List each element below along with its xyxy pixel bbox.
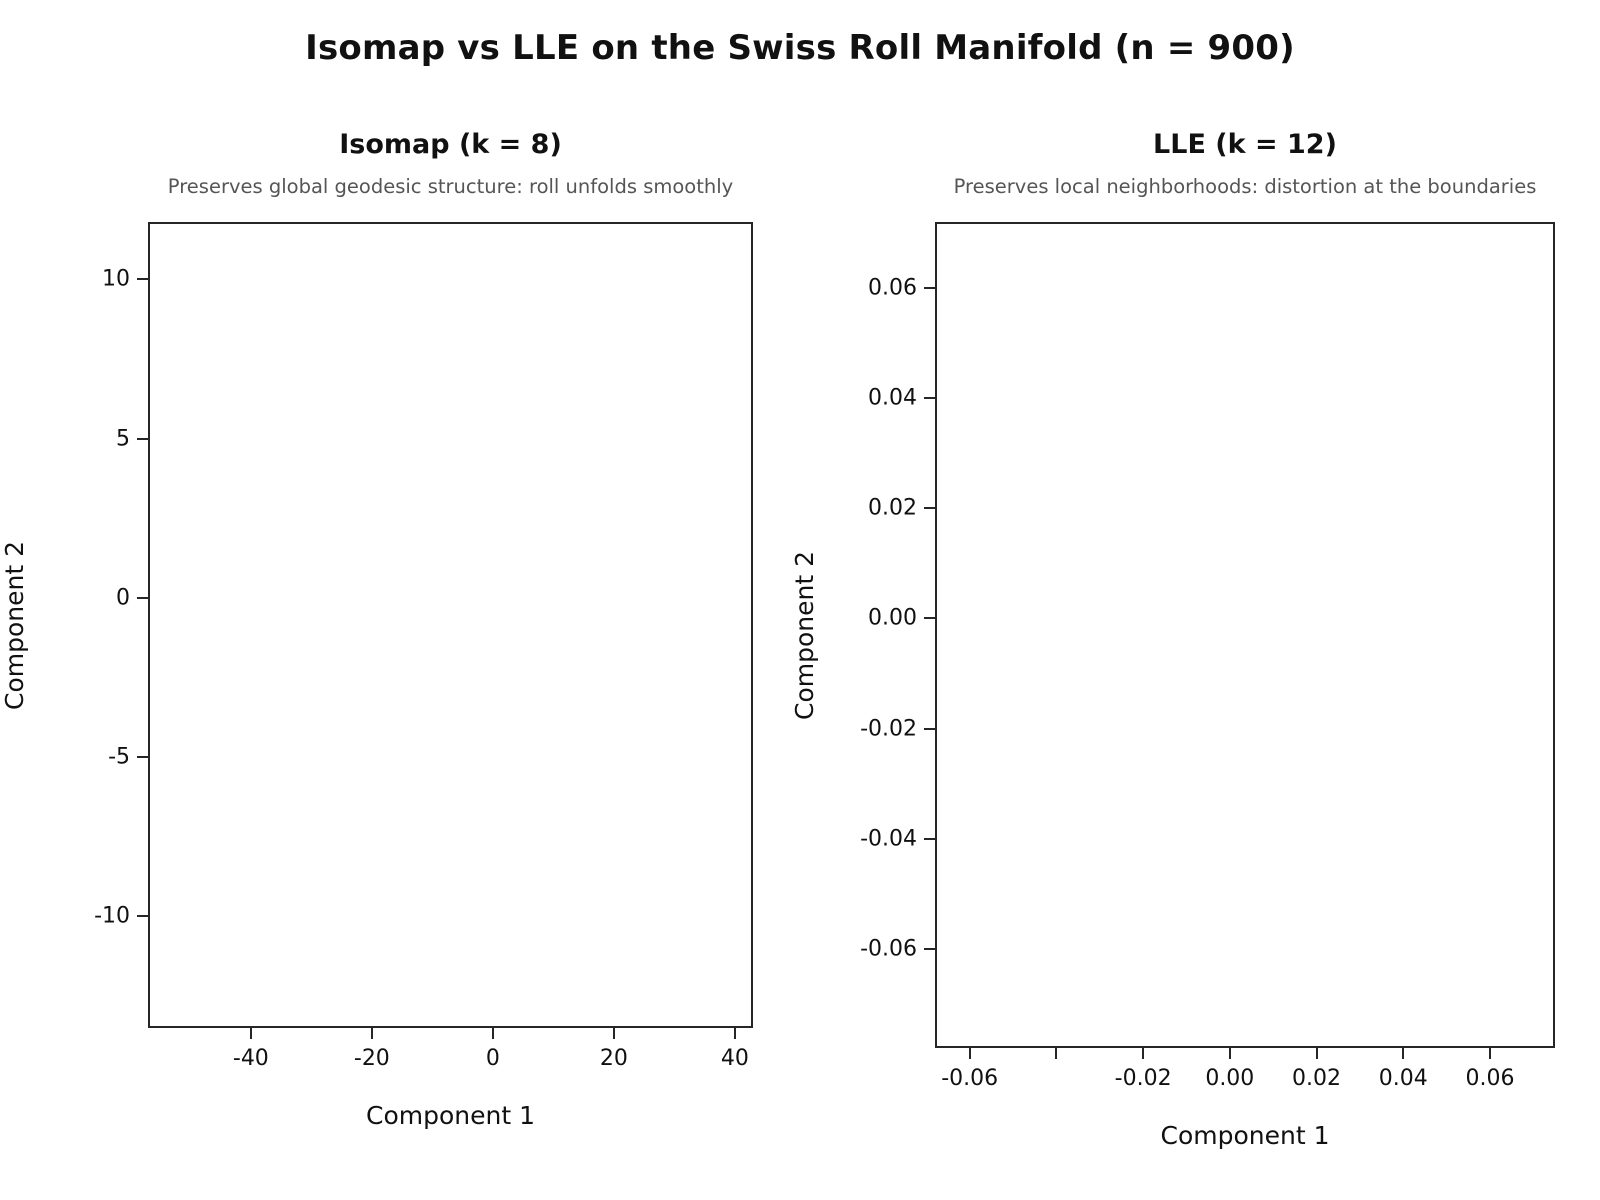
x-tick-label: -0.02: [1114, 1066, 1172, 1091]
x-tick-mark: [733, 1028, 736, 1039]
y-tick-mark: [924, 947, 935, 950]
x-tick-label: 0: [485, 1046, 500, 1071]
x-tick-label: 0.00: [1205, 1066, 1255, 1091]
y-axis-label-lle: Component 2: [790, 551, 819, 720]
y-tick-mark: [137, 437, 148, 440]
axes-frame-lle: [935, 222, 1555, 1048]
y-tick-mark: [924, 727, 935, 730]
y-tick-label: -0.02: [860, 716, 917, 742]
x-tick-label: 40: [720, 1046, 749, 1071]
x-tick-mark: [1142, 1048, 1145, 1059]
y-tick-mark: [137, 278, 148, 281]
x-tick-mark: [1055, 1048, 1058, 1059]
x-tick-mark: [370, 1028, 373, 1039]
y-tick-label: 10: [102, 266, 130, 292]
y-tick-label: 0.06: [868, 275, 917, 301]
y-tick-label: -5: [108, 744, 130, 770]
x-tick-label: -20: [353, 1046, 390, 1071]
panel-subtitle-lle: Preserves local neighborhoods: distortio…: [953, 175, 1537, 198]
y-tick-mark: [137, 915, 148, 918]
y-tick-label: 0.00: [868, 605, 917, 631]
x-tick-label: -0.06: [941, 1066, 999, 1091]
x-tick-label: 0.04: [1378, 1066, 1428, 1091]
x-tick-mark: [1315, 1048, 1318, 1059]
y-tick-label: -0.04: [860, 826, 917, 852]
x-tick-mark: [249, 1028, 252, 1039]
x-tick-label: 0.02: [1292, 1066, 1342, 1091]
x-tick-mark: [1488, 1048, 1491, 1059]
y-tick-mark: [924, 837, 935, 840]
y-tick-label: 0: [116, 585, 130, 611]
y-tick-label: 0.02: [868, 495, 917, 521]
y-tick-mark: [924, 397, 935, 400]
x-tick-label: -40: [232, 1046, 269, 1071]
x-axis-label-isomap: Component 1: [366, 1101, 535, 1130]
panel-title-isomap: Isomap (k = 8): [339, 129, 562, 160]
figure-suptitle: Isomap vs LLE on the Swiss Roll Manifold…: [305, 28, 1295, 68]
panel-title-lle: LLE (k = 12): [1153, 129, 1337, 160]
x-tick-mark: [1402, 1048, 1405, 1059]
y-axis-label-isomap: Component 2: [0, 541, 29, 710]
x-tick-mark: [1228, 1048, 1231, 1059]
y-tick-label: -10: [94, 903, 130, 929]
axes-frame-isomap: [148, 222, 753, 1028]
y-tick-mark: [924, 287, 935, 290]
x-tick-mark: [968, 1048, 971, 1059]
x-tick-mark: [612, 1028, 615, 1039]
x-tick-label: 20: [599, 1046, 628, 1071]
y-tick-mark: [924, 617, 935, 620]
y-tick-mark: [137, 756, 148, 759]
y-tick-label: -0.06: [860, 936, 917, 962]
panel-subtitle-isomap: Preserves global geodesic structure: rol…: [167, 175, 734, 198]
x-axis-label-lle: Component 1: [1160, 1121, 1330, 1150]
y-tick-mark: [137, 596, 148, 599]
y-tick-label: 5: [116, 426, 130, 452]
y-tick-mark: [924, 507, 935, 510]
x-tick-label: 0.06: [1465, 1066, 1515, 1091]
y-tick-label: 0.04: [868, 385, 917, 411]
x-tick-mark: [491, 1028, 494, 1039]
